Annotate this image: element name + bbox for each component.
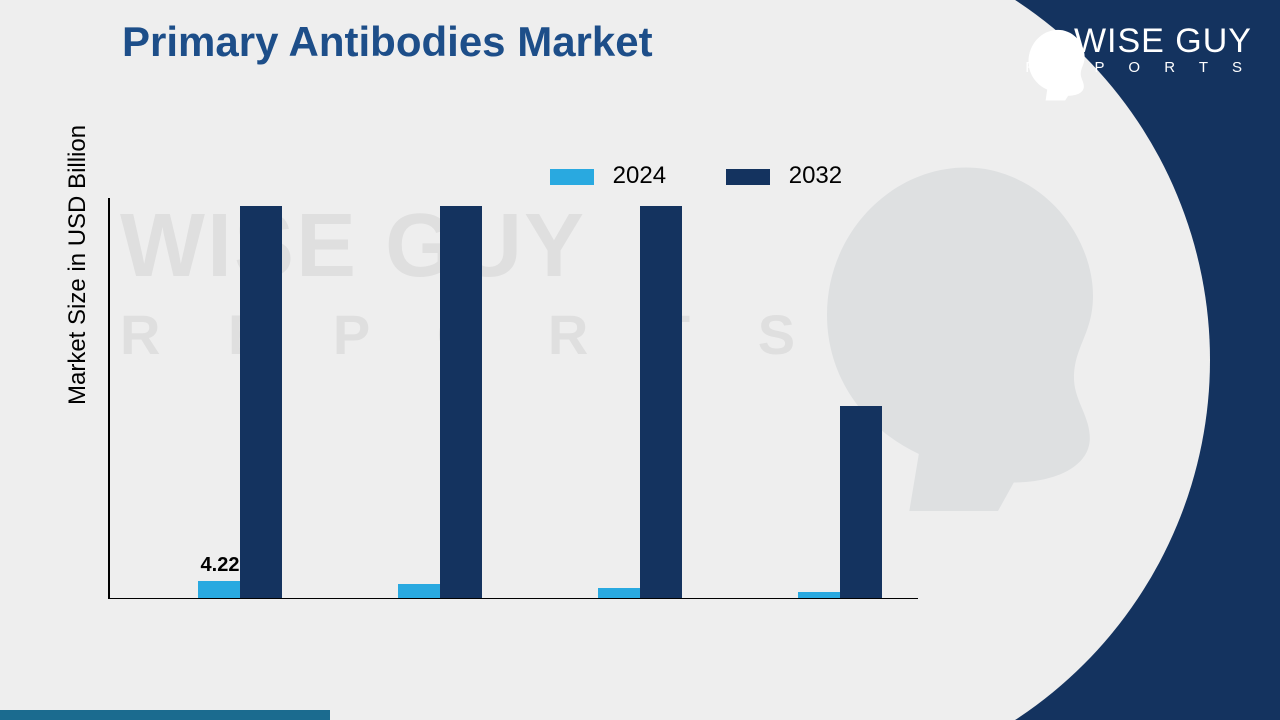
bar-2024 bbox=[398, 584, 440, 598]
bar-2032 bbox=[640, 206, 682, 598]
legend-label-2024: 2024 bbox=[613, 162, 666, 189]
bar-2032 bbox=[840, 406, 882, 598]
bar-2024 bbox=[198, 581, 240, 598]
legend-label-2032: 2032 bbox=[789, 162, 842, 189]
value-label: 4.22 bbox=[188, 554, 252, 577]
brand-line2: R E P O R T S bbox=[1025, 59, 1252, 76]
bar-2032 bbox=[240, 206, 282, 598]
bar-2032 bbox=[440, 206, 482, 598]
footer-accent-bar bbox=[0, 710, 330, 720]
brand-logo-text: WISE GUY R E P O R T S bbox=[1025, 22, 1252, 76]
y-axis-label: Market Size in USD Billion bbox=[64, 125, 92, 405]
chart-title: Primary Antibodies Market bbox=[122, 18, 653, 66]
plot-area: DiagnosticsDrugDiscoveryFlowCytometryWes… bbox=[108, 198, 928, 598]
bar-2024 bbox=[598, 588, 640, 598]
legend-swatch-2032 bbox=[726, 169, 770, 185]
bar-2024 bbox=[798, 592, 840, 598]
legend-item-2032: 2032 bbox=[726, 162, 842, 190]
legend-item-2024: 2024 bbox=[550, 162, 666, 190]
brand-line1: WISE GUY bbox=[1025, 22, 1252, 61]
stage: WISE GUY R E P O R T S Primary Antibodie… bbox=[0, 0, 1280, 720]
x-axis-line bbox=[108, 598, 918, 599]
legend-swatch-2024 bbox=[550, 169, 594, 185]
legend: 2024 2032 bbox=[550, 162, 842, 190]
